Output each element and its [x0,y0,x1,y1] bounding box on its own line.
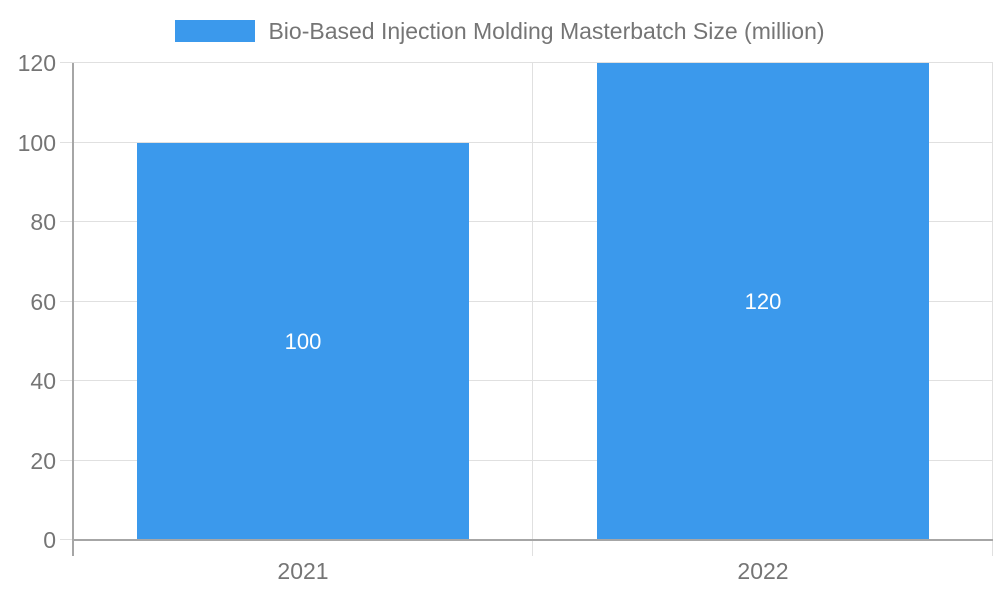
y-axis-tick-label: 120 [17,50,56,76]
bar-value-label: 120 [744,288,782,314]
gridline [60,221,993,222]
legend-item[interactable]: Bio-Based Injection Molding Masterbatch … [0,12,1000,50]
gridline [60,460,993,461]
y-axis-tick-label: 100 [17,130,56,156]
gridline [60,62,993,63]
y-axis-tick-label: 40 [30,368,56,394]
y-axis-tick-label: 20 [30,448,56,474]
x-axis-line [73,539,993,541]
bar-2022[interactable]: 120 [597,63,929,540]
gridline [60,142,993,143]
gridline [60,380,993,381]
gridline [532,63,533,556]
y-axis-line [72,63,74,556]
gridline [992,63,993,556]
legend-swatch [175,20,256,42]
y-axis-tick-label: 0 [43,527,56,553]
legend-label: Bio-Based Injection Molding Masterbatch … [268,17,825,44]
x-axis-tick-label: 2021 [277,558,329,584]
y-axis-tick-label: 60 [30,289,56,315]
bar-2021[interactable]: 100 [137,143,469,541]
bar-value-label: 100 [284,329,322,354]
x-axis-tick-label: 2022 [737,558,789,584]
y-axis-tick-label: 80 [30,209,56,235]
gridline [60,301,993,302]
